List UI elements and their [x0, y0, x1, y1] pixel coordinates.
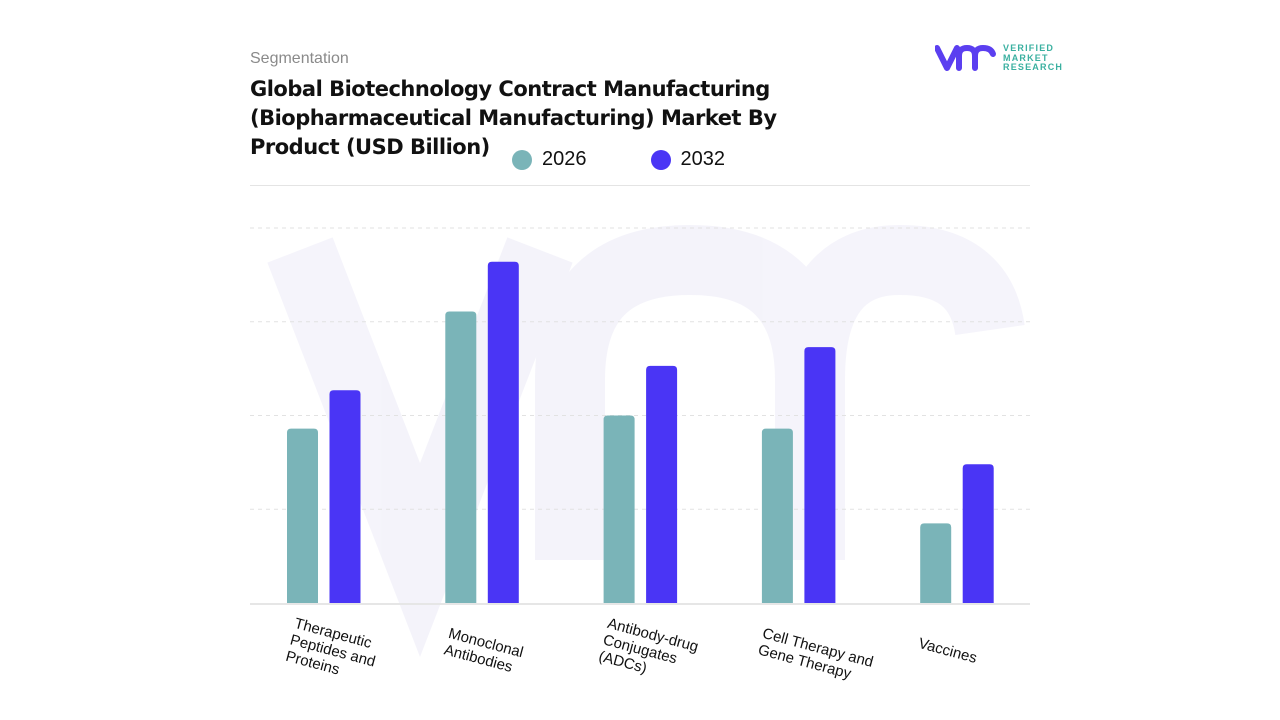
header-divider	[250, 185, 1030, 186]
vmr-logo-icon	[935, 45, 996, 72]
legend-label-2032: 2032	[680, 148, 726, 170]
watermark-logo	[267, 224, 1025, 657]
bar-2032-2	[646, 365, 678, 603]
logo-text-1: VERIFIED	[1003, 43, 1055, 53]
bar-2026-0	[287, 428, 318, 603]
logo: VERIFIED MARKET RESEARCH	[935, 43, 1064, 73]
legend-item-2032: 2032	[650, 148, 726, 171]
logo-text-3: RESEARCH	[1003, 62, 1064, 72]
legend-swatch-2032	[650, 149, 671, 170]
bar-2026-2	[603, 415, 635, 603]
bar-2032-3	[804, 347, 836, 603]
legend: 2026 2032	[512, 148, 725, 171]
bar-2026-4	[920, 523, 952, 603]
bar-2026-1	[445, 311, 477, 603]
bar-2032-1	[487, 261, 519, 603]
legend-swatch-2026	[512, 149, 532, 170]
chart-title: Global Biotechnology Contract Manufactur…	[250, 77, 777, 159]
legend-label-2026: 2026	[542, 148, 587, 170]
legend-item-2026: 2026	[512, 148, 587, 171]
bar-2032-4	[962, 464, 994, 603]
segment-label: Segmentation	[250, 50, 349, 67]
bar-2026-3	[761, 428, 793, 603]
logo-text-2: MARKET	[1003, 52, 1049, 63]
bar-2032-0	[329, 390, 361, 603]
